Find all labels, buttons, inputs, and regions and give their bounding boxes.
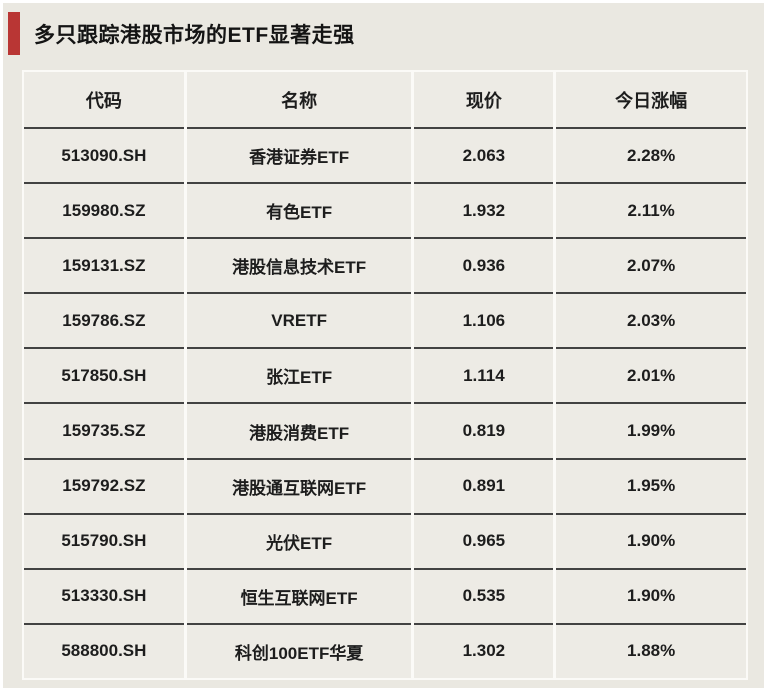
cell-name: VRETF xyxy=(186,292,412,348)
cell-name: 港股信息技术ETF xyxy=(186,237,412,293)
cell-price: 1.106 xyxy=(414,292,554,348)
cell-price: 1.114 xyxy=(414,347,554,403)
cell-name: 科创100ETF华夏 xyxy=(186,622,412,678)
cell-price: 0.936 xyxy=(414,237,554,293)
cell-change: 2.01% xyxy=(556,347,747,403)
page-title: 多只跟踪港股市场的ETF显著走强 xyxy=(34,23,355,47)
cell-code: 513090.SH xyxy=(24,127,184,183)
table-row: 159792.SZ 港股通互联网ETF 0.891 1.95% xyxy=(24,457,747,513)
cell-code: 588800.SH xyxy=(24,622,184,678)
cell-code: 159735.SZ xyxy=(24,402,184,458)
cell-code: 159792.SZ xyxy=(24,457,184,513)
cell-name: 恒生互联网ETF xyxy=(186,567,412,623)
cell-price: 1.932 xyxy=(414,182,554,238)
column-header-change: 今日涨幅 xyxy=(556,72,747,127)
column-header-code: 代码 xyxy=(24,72,184,127)
table-row: 513090.SH 香港证券ETF 2.063 2.28% xyxy=(24,127,747,183)
cell-change: 2.07% xyxy=(556,237,747,293)
table-row: 159735.SZ 港股消费ETF 0.819 1.99% xyxy=(24,402,747,458)
cell-change: 2.11% xyxy=(556,182,747,238)
cell-change: 1.90% xyxy=(556,512,747,568)
cell-code: 159786.SZ xyxy=(24,292,184,348)
cell-change: 2.03% xyxy=(556,292,747,348)
cell-name: 张江ETF xyxy=(186,347,412,403)
table-row: 159980.SZ 有色ETF 1.932 2.11% xyxy=(24,182,747,238)
cell-change: 1.88% xyxy=(556,622,747,678)
cell-price: 1.302 xyxy=(414,622,554,678)
cell-change: 2.28% xyxy=(556,127,747,183)
cell-name: 港股通互联网ETF xyxy=(186,457,412,513)
cell-price: 0.891 xyxy=(414,457,554,513)
cell-change: 1.99% xyxy=(556,402,747,458)
table-row: 513330.SH 恒生互联网ETF 0.535 1.90% xyxy=(24,567,747,623)
cell-code: 159980.SZ xyxy=(24,182,184,238)
cell-code: 515790.SH xyxy=(24,512,184,568)
cell-name: 光伏ETF xyxy=(186,512,412,568)
etf-table: 代码 名称 现价 今日涨幅 513090.SH 香港证券ETF 2.063 2.… xyxy=(22,70,748,680)
table-row: 515790.SH 光伏ETF 0.965 1.90% xyxy=(24,512,747,568)
table-row: 159131.SZ 港股信息技术ETF 0.936 2.07% xyxy=(24,237,747,293)
table-row: 159786.SZ VRETF 1.106 2.03% xyxy=(24,292,747,348)
cell-change: 1.95% xyxy=(556,457,747,513)
cell-code: 517850.SH xyxy=(24,347,184,403)
cell-price: 2.063 xyxy=(414,127,554,183)
table-row: 588800.SH 科创100ETF华夏 1.302 1.88% xyxy=(24,622,747,678)
cell-price: 0.965 xyxy=(414,512,554,568)
cell-code: 513330.SH xyxy=(24,567,184,623)
table-body: 513090.SH 香港证券ETF 2.063 2.28% 159980.SZ … xyxy=(24,127,747,678)
table-header-row: 代码 名称 现价 今日涨幅 xyxy=(24,72,747,127)
cell-change: 1.90% xyxy=(556,567,747,623)
cell-code: 159131.SZ xyxy=(24,237,184,293)
etf-report: 多只跟踪港股市场的ETF显著走强 代码 名称 现价 今日涨幅 513090.SH… xyxy=(3,3,764,688)
cell-name: 港股消费ETF xyxy=(186,402,412,458)
cell-name: 香港证券ETF xyxy=(186,127,412,183)
cell-price: 0.819 xyxy=(414,402,554,458)
title-accent-bar xyxy=(8,12,20,55)
cell-price: 0.535 xyxy=(414,567,554,623)
title-row: 多只跟踪港股市场的ETF显著走强 xyxy=(8,12,764,55)
column-header-price: 现价 xyxy=(414,72,554,127)
cell-name: 有色ETF xyxy=(186,182,412,238)
table-row: 517850.SH 张江ETF 1.114 2.01% xyxy=(24,347,747,403)
column-header-name: 名称 xyxy=(186,72,412,127)
